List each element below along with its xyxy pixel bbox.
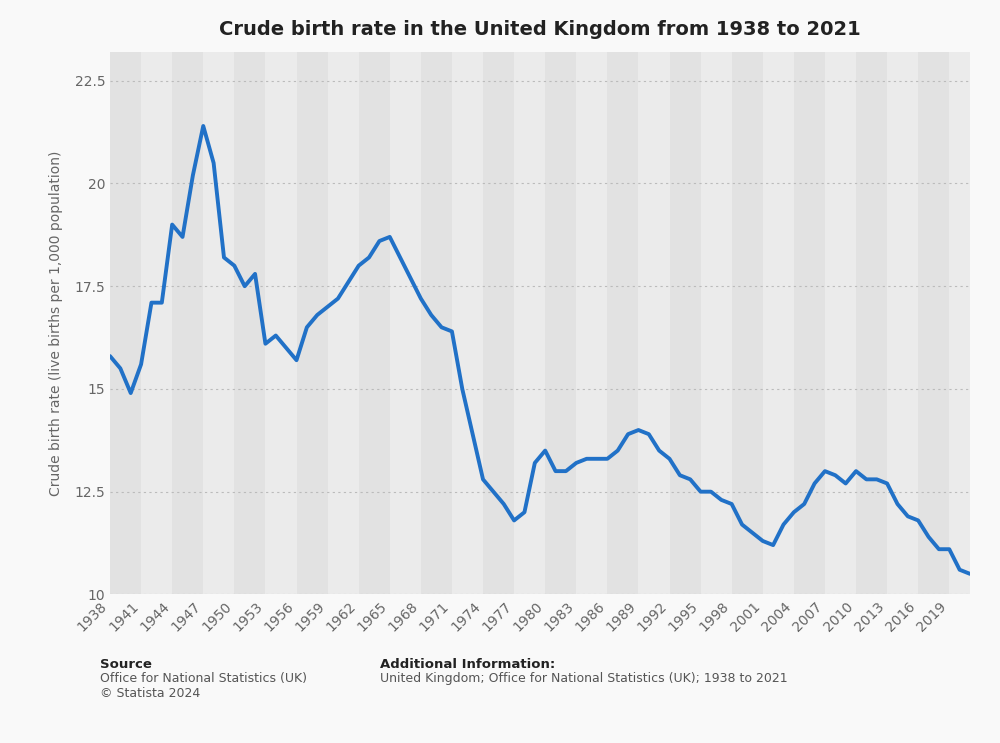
- Bar: [576, 52, 607, 594]
- Bar: [794, 52, 825, 594]
- Bar: [390, 52, 421, 594]
- Bar: [949, 52, 980, 594]
- Bar: [825, 52, 856, 594]
- Bar: [701, 52, 732, 594]
- Bar: [234, 52, 265, 594]
- Bar: [483, 52, 514, 594]
- Bar: [763, 52, 794, 594]
- Bar: [670, 52, 701, 594]
- Bar: [514, 52, 545, 594]
- Text: Office for National Statistics (UK)
© Statista 2024: Office for National Statistics (UK) © St…: [100, 672, 307, 701]
- Bar: [141, 52, 172, 594]
- Bar: [638, 52, 670, 594]
- Bar: [887, 52, 918, 594]
- Text: United Kingdom; Office for National Statistics (UK); 1938 to 2021: United Kingdom; Office for National Stat…: [380, 672, 788, 685]
- Bar: [297, 52, 328, 594]
- Bar: [421, 52, 452, 594]
- Bar: [918, 52, 949, 594]
- Bar: [856, 52, 887, 594]
- Bar: [172, 52, 203, 594]
- Text: Additional Information:: Additional Information:: [380, 658, 555, 670]
- Bar: [452, 52, 483, 594]
- Bar: [203, 52, 234, 594]
- Bar: [607, 52, 638, 594]
- Bar: [732, 52, 763, 594]
- Text: Source: Source: [100, 658, 152, 670]
- Bar: [545, 52, 576, 594]
- Y-axis label: Crude birth rate (live births per 1,000 population): Crude birth rate (live births per 1,000 …: [49, 151, 63, 496]
- Bar: [328, 52, 359, 594]
- Bar: [110, 52, 141, 594]
- Title: Crude birth rate in the United Kingdom from 1938 to 2021: Crude birth rate in the United Kingdom f…: [219, 20, 861, 39]
- Bar: [359, 52, 390, 594]
- Bar: [265, 52, 297, 594]
